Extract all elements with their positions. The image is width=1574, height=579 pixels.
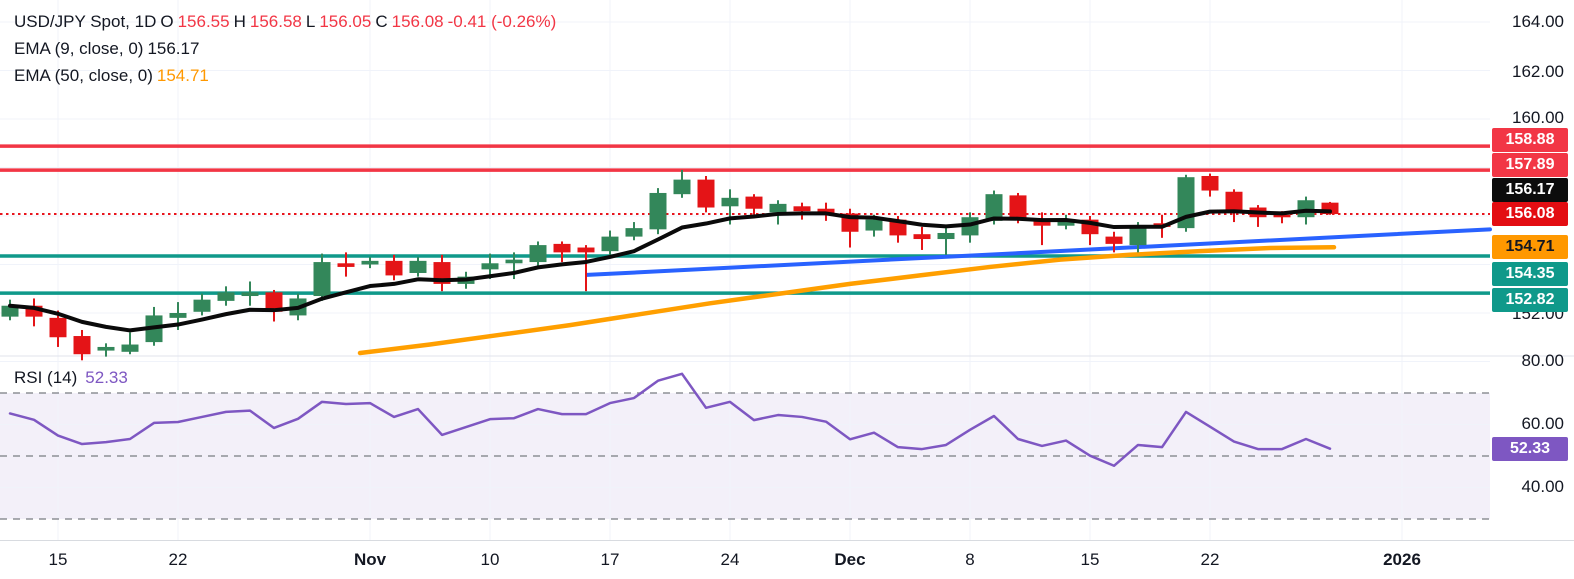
symbol-row[interactable]: USD/JPY Spot, 1D O 156.55 H 156.58 L 156.05 C 15… xyxy=(14,8,560,35)
candle-body[interactable] xyxy=(769,203,787,213)
candle-body[interactable] xyxy=(697,179,715,208)
price-tag-52.33: 52.33 xyxy=(1492,437,1568,461)
candle-body[interactable] xyxy=(793,206,811,212)
ema9-line[interactable] xyxy=(8,208,1332,333)
ema50-label: EMA (50, close, 0) xyxy=(14,66,153,85)
time-axis-label: 8 xyxy=(965,550,975,569)
time-axis-label: 15 xyxy=(1080,550,1100,569)
candle-body[interactable] xyxy=(313,262,331,297)
rsi-label: RSI (14) xyxy=(14,368,78,387)
legend: USD/JPY Spot, 1D O 156.55 H 156.58 L 156.05 C 15… xyxy=(14,8,560,89)
candle-body[interactable] xyxy=(337,263,355,267)
time-axis-label: 22 xyxy=(1200,550,1220,569)
rsi-line[interactable] xyxy=(8,372,1332,468)
candle-body[interactable] xyxy=(577,247,595,253)
candle-body[interactable] xyxy=(1201,175,1219,191)
price-axis-tick: 164.00 xyxy=(1512,12,1564,31)
candle-body[interactable] xyxy=(529,245,547,263)
time-axis-label: 24 xyxy=(720,550,740,569)
close-label: C xyxy=(375,12,388,31)
candle-body[interactable] xyxy=(1297,200,1315,218)
price-tag-154.35: 154.35 xyxy=(1492,262,1568,286)
candle-body[interactable] xyxy=(505,259,523,264)
high-label: H xyxy=(233,12,246,31)
time-axis-label: Nov xyxy=(353,550,387,569)
candle-body[interactable] xyxy=(1129,225,1147,246)
high-value: 156.58 xyxy=(249,12,302,31)
price-axis-tick: 40.00 xyxy=(1521,477,1564,496)
candle-body[interactable] xyxy=(73,336,91,355)
rsi-legend-row[interactable]: RSI (14) 52.33 xyxy=(14,368,128,388)
candle-body[interactable] xyxy=(1,305,19,317)
ema50-value: 154.71 xyxy=(156,66,209,85)
candle-body[interactable] xyxy=(745,196,763,209)
price-tag-157.89: 157.89 xyxy=(1492,153,1568,177)
time-axis-label: 15 xyxy=(48,550,68,569)
open-label: O xyxy=(160,12,174,31)
candle-body[interactable] xyxy=(649,192,667,230)
candle-body[interactable] xyxy=(217,292,235,301)
candle-body[interactable] xyxy=(865,219,883,231)
time-axis-label: 10 xyxy=(480,550,500,569)
price-tag-158.88: 158.88 xyxy=(1492,128,1568,152)
symbol-title[interactable]: USD/JPY Spot, 1D xyxy=(14,12,157,31)
candle-body[interactable] xyxy=(169,313,187,318)
candle-body[interactable] xyxy=(385,260,403,276)
candle-body[interactable] xyxy=(817,208,835,214)
time-axis[interactable]: 15 22 Nov 10 17 24 Dec 8 15 22 2026 xyxy=(0,540,1574,579)
ema50-line[interactable] xyxy=(357,245,1337,356)
rsi-value: 52.33 xyxy=(85,368,128,387)
open-value: 156.55 xyxy=(177,12,230,31)
price-axis-tick: 162.00 xyxy=(1512,62,1564,81)
candle-body[interactable] xyxy=(913,234,931,240)
price-tag-156.08: 156.08 xyxy=(1492,202,1568,226)
time-axis-label: Dec xyxy=(834,550,866,569)
trendline[interactable] xyxy=(585,227,1492,277)
time-axis-label: 17 xyxy=(600,550,620,569)
candle-body[interactable] xyxy=(625,228,643,237)
candle-body[interactable] xyxy=(937,232,955,240)
candle-body[interactable] xyxy=(97,346,115,351)
candle-body[interactable] xyxy=(1225,191,1243,210)
price-tag-156.17: 156.17 xyxy=(1492,178,1568,202)
ema50-row[interactable]: EMA (50, close, 0) 154.71 xyxy=(14,62,560,89)
price-axis-tick: 80.00 xyxy=(1521,351,1564,370)
ema9-label: EMA (9, close, 0) xyxy=(14,39,144,58)
candle-body[interactable] xyxy=(601,236,619,252)
low-label: L xyxy=(305,12,316,31)
candle-body[interactable] xyxy=(721,197,739,207)
price-axis-tick: 60.00 xyxy=(1521,414,1564,433)
candle-body[interactable] xyxy=(49,317,67,338)
candle-body[interactable] xyxy=(25,305,43,317)
candle-body[interactable] xyxy=(409,260,427,273)
candle-body[interactable] xyxy=(553,243,571,253)
candle-body[interactable] xyxy=(673,179,691,195)
candle-body[interactable] xyxy=(1321,202,1339,215)
candle-body[interactable] xyxy=(1009,195,1027,220)
candle-body[interactable] xyxy=(1105,236,1123,244)
low-value: 156.05 xyxy=(319,12,372,31)
ema9-row[interactable]: EMA (9, close, 0) 156.17 xyxy=(14,35,560,62)
candle-body[interactable] xyxy=(265,292,283,312)
candle-body[interactable] xyxy=(193,299,211,312)
change-value: -0.41 (-0.26%) xyxy=(447,12,557,31)
ema9-value: 156.17 xyxy=(147,39,200,58)
candle-body[interactable] xyxy=(985,194,1003,221)
candle-body[interactable] xyxy=(241,292,259,297)
price-axis[interactable]: 164.00 162.00 160.00 152.00 80.00 60.00 40.00 1… xyxy=(1490,0,1574,540)
price-tag-152.82: 152.82 xyxy=(1492,288,1568,312)
time-axis-label: 2026 xyxy=(1383,550,1421,569)
time-axis-label: 22 xyxy=(168,550,188,569)
candle-body[interactable] xyxy=(121,344,139,352)
candle-body[interactable] xyxy=(1057,219,1075,226)
candle-body[interactable] xyxy=(481,263,499,270)
candle-body[interactable] xyxy=(1273,214,1291,218)
close-value: 156.08 xyxy=(391,12,444,31)
price-axis-tick: 160.00 xyxy=(1512,108,1564,127)
price-tag-154.71: 154.71 xyxy=(1492,235,1568,259)
candle-body[interactable] xyxy=(361,260,379,265)
